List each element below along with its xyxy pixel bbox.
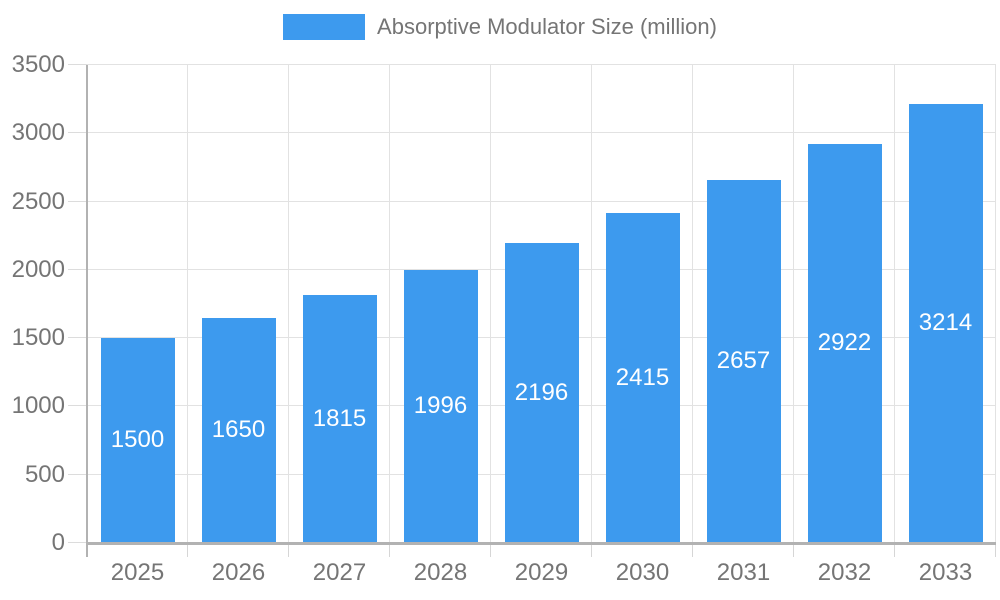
gridline-vertical bbox=[894, 65, 895, 543]
y-axis-tick bbox=[68, 200, 87, 202]
x-axis-line bbox=[86, 542, 996, 545]
legend-swatch bbox=[283, 14, 366, 40]
y-axis-tick bbox=[68, 542, 87, 543]
y-axis-label: 500 bbox=[24, 460, 65, 488]
bar-value-label: 1650 bbox=[211, 415, 266, 443]
bar-2029[interactable]: 2196 bbox=[504, 243, 579, 542]
bar-2028[interactable]: 1996 bbox=[403, 270, 478, 542]
gridline-vertical bbox=[692, 65, 693, 543]
bar-value-label: 2922 bbox=[817, 328, 872, 356]
x-axis-label: 2029 bbox=[514, 559, 569, 586]
legend-label: Absorptive Modulator Size (million) bbox=[377, 14, 717, 39]
bar-2030[interactable]: 2415 bbox=[605, 213, 680, 542]
x-axis-tick bbox=[894, 543, 895, 557]
bar-value-label: 1996 bbox=[413, 392, 468, 420]
x-axis-label: 2033 bbox=[918, 559, 973, 586]
gridline-vertical bbox=[591, 65, 592, 543]
x-axis-label: 2032 bbox=[817, 559, 872, 586]
bar-value-label: 1500 bbox=[110, 426, 165, 454]
y-axis-label: 2500 bbox=[11, 187, 65, 215]
y-axis-label: 3000 bbox=[11, 119, 65, 147]
y-axis-label: 2000 bbox=[11, 255, 65, 283]
x-axis-label: 2028 bbox=[413, 559, 468, 586]
bar-value-label: 1815 bbox=[312, 404, 367, 432]
bar-2033[interactable]: 3214 bbox=[908, 104, 983, 542]
x-axis-label: 2025 bbox=[110, 559, 165, 586]
y-axis-tick bbox=[68, 132, 87, 134]
bar-2027[interactable]: 1815 bbox=[302, 295, 377, 542]
gridline-horizontal bbox=[87, 132, 996, 134]
y-axis-tick bbox=[68, 268, 87, 270]
gridline-horizontal bbox=[87, 200, 996, 202]
y-axis-tick bbox=[68, 64, 87, 65]
y-axis-label: 3500 bbox=[11, 51, 65, 78]
x-axis-tick bbox=[490, 543, 491, 557]
x-axis-tick bbox=[995, 543, 996, 557]
y-axis-line bbox=[86, 65, 88, 557]
bar-value-label: 2196 bbox=[514, 378, 569, 406]
gridline-vertical bbox=[288, 65, 289, 543]
y-axis-tick bbox=[68, 473, 87, 475]
bar-2025[interactable]: 1500 bbox=[100, 338, 175, 542]
x-axis-tick bbox=[288, 543, 289, 557]
x-axis-tick bbox=[692, 543, 693, 557]
x-axis-label: 2026 bbox=[211, 559, 266, 586]
x-axis-tick bbox=[591, 543, 592, 557]
bar-2026[interactable]: 1650 bbox=[201, 317, 276, 542]
gridline-vertical bbox=[995, 65, 996, 543]
y-axis-tick bbox=[68, 337, 87, 339]
y-axis-label: 0 bbox=[51, 529, 65, 556]
gridline-vertical bbox=[490, 65, 491, 543]
bar-2031[interactable]: 2657 bbox=[706, 180, 781, 542]
bar-value-label: 2415 bbox=[615, 363, 670, 391]
gridline-horizontal bbox=[87, 64, 996, 65]
x-axis-label: 2027 bbox=[312, 559, 367, 586]
gridline-vertical bbox=[187, 65, 188, 543]
x-axis-label: 2030 bbox=[615, 559, 670, 586]
y-axis-label: 1500 bbox=[11, 324, 65, 352]
y-axis-label: 1000 bbox=[11, 392, 65, 420]
x-axis-tick bbox=[793, 543, 794, 557]
gridline-vertical bbox=[793, 65, 794, 543]
legend[interactable]: Absorptive Modulator Size (million) bbox=[0, 14, 1000, 40]
gridline-vertical bbox=[389, 65, 390, 543]
x-axis-label: 2031 bbox=[716, 559, 771, 586]
y-axis-tick bbox=[68, 405, 87, 407]
x-axis-tick bbox=[389, 543, 390, 557]
x-axis-tick bbox=[187, 543, 188, 557]
bar-2032[interactable]: 2922 bbox=[807, 143, 882, 542]
bar-value-label: 3214 bbox=[918, 309, 973, 337]
bar-value-label: 2657 bbox=[716, 347, 771, 375]
